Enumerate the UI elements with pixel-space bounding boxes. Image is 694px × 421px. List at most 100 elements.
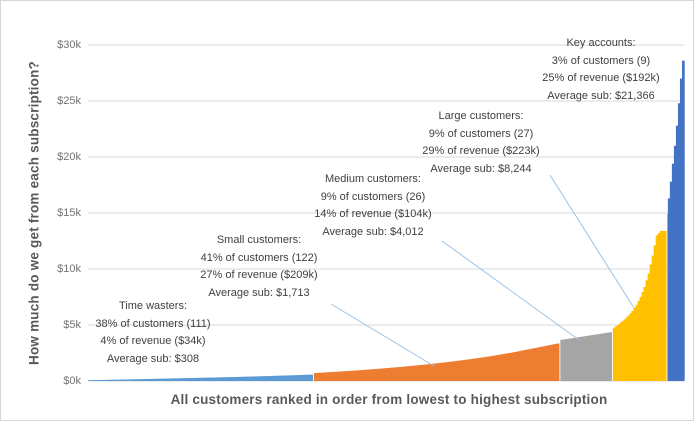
customer-bar (510, 352, 513, 381)
series-key-accounts (667, 60, 685, 382)
customer-bar (148, 378, 152, 381)
customer-bar (122, 379, 126, 381)
y-tick-label: $20k (57, 151, 81, 163)
customer-bar (170, 378, 174, 381)
customer-bar (128, 379, 132, 381)
customer-bar (207, 377, 210, 381)
customer-bar (403, 366, 406, 381)
customer-bar (152, 378, 156, 381)
series-time-wasters (88, 374, 313, 381)
customer-bar (469, 359, 473, 381)
customer-bar (263, 376, 267, 381)
customer-bar (395, 367, 398, 381)
customer-bar (98, 380, 101, 381)
customer-bar (433, 363, 437, 381)
customer-bar (641, 291, 645, 381)
customer-bar (447, 361, 451, 381)
customer-bar (209, 377, 212, 381)
customer-bar (281, 375, 285, 381)
customer-bar (203, 377, 206, 381)
customer-bar (100, 379, 103, 381)
customer-bar (290, 375, 293, 381)
customer-bar (401, 366, 404, 381)
customer-bar (459, 360, 463, 381)
series-medium-customers (560, 332, 612, 381)
customer-bar (562, 339, 566, 381)
customer-bar (92, 380, 95, 381)
customer-bar (378, 368, 382, 381)
customer-bar (96, 380, 99, 381)
annotation-medium-customers: Medium customers: 9% of customers (26) 14%… (314, 171, 431, 241)
customer-bar (304, 374, 307, 381)
customer-bar (320, 372, 324, 381)
customer-bar (314, 373, 317, 381)
customer-bar (467, 359, 471, 381)
customer-bar (150, 378, 154, 381)
customer-bar (197, 377, 200, 381)
customer-bar (405, 366, 408, 381)
customer-bar (336, 371, 340, 381)
customer-bar (449, 361, 453, 381)
customer-bar (106, 379, 109, 381)
customer-bar (508, 353, 511, 381)
annotation-line: 27% of revenue ($209k) (200, 269, 318, 281)
customer-bar (298, 375, 301, 381)
customer-bar (599, 333, 602, 381)
customer-bar (481, 357, 485, 381)
customer-bar (356, 370, 360, 381)
annotation-line: Average sub: $1,713 (208, 286, 310, 299)
annotation-leader-line (549, 174, 635, 309)
customer-bar (104, 379, 107, 381)
customer-bar (241, 376, 245, 381)
customer-bar (110, 379, 113, 381)
customer-bar (554, 343, 558, 381)
annotation-line: Large customers: (438, 110, 524, 122)
customer-bar (653, 245, 657, 381)
customer-bar (409, 366, 412, 381)
customer-bar (126, 379, 130, 381)
customer-bar (259, 376, 263, 381)
customer-bar (500, 354, 503, 381)
customer-bar (427, 364, 431, 381)
customer-bar (231, 377, 235, 381)
customer-bar (285, 375, 289, 381)
customer-bar (88, 380, 91, 381)
customer-bar (223, 377, 227, 381)
customer-bar (316, 372, 320, 381)
customer-bar (154, 378, 158, 381)
customer-bar (219, 377, 223, 381)
customer-bar (637, 300, 641, 381)
customer-bar (532, 348, 536, 381)
customer-bar (184, 378, 188, 381)
customer-bar (667, 198, 671, 381)
customer-bar (376, 368, 380, 381)
customer-bar (253, 376, 257, 381)
customer-bar (168, 378, 172, 381)
annotation-line: Average sub: $8,244 (430, 162, 532, 175)
customer-bar (360, 370, 364, 381)
customer-bar (534, 347, 538, 381)
customer-bar (498, 354, 501, 381)
customer-bar (443, 362, 447, 381)
customer-bar (585, 336, 588, 381)
customer-bar (613, 327, 617, 381)
customer-bar (421, 364, 425, 381)
customer-bar (330, 372, 334, 381)
customer-bar (578, 336, 582, 381)
customer-bar (374, 368, 378, 381)
customer-bar (593, 334, 596, 381)
customer-bar (494, 355, 497, 381)
customer-bar (645, 280, 649, 381)
customer-bar (540, 346, 544, 381)
customer-bar (191, 377, 194, 381)
customer-bar (516, 351, 520, 381)
customer-bar (310, 374, 313, 381)
customer-bar (146, 379, 150, 381)
customer-bar (522, 350, 526, 381)
customer-bar (227, 377, 231, 381)
customer-bar (380, 368, 384, 381)
customer-bar (237, 376, 241, 381)
annotation-line: Small customers: (216, 234, 302, 246)
customer-bar (477, 357, 481, 381)
customer-bar (411, 365, 414, 381)
